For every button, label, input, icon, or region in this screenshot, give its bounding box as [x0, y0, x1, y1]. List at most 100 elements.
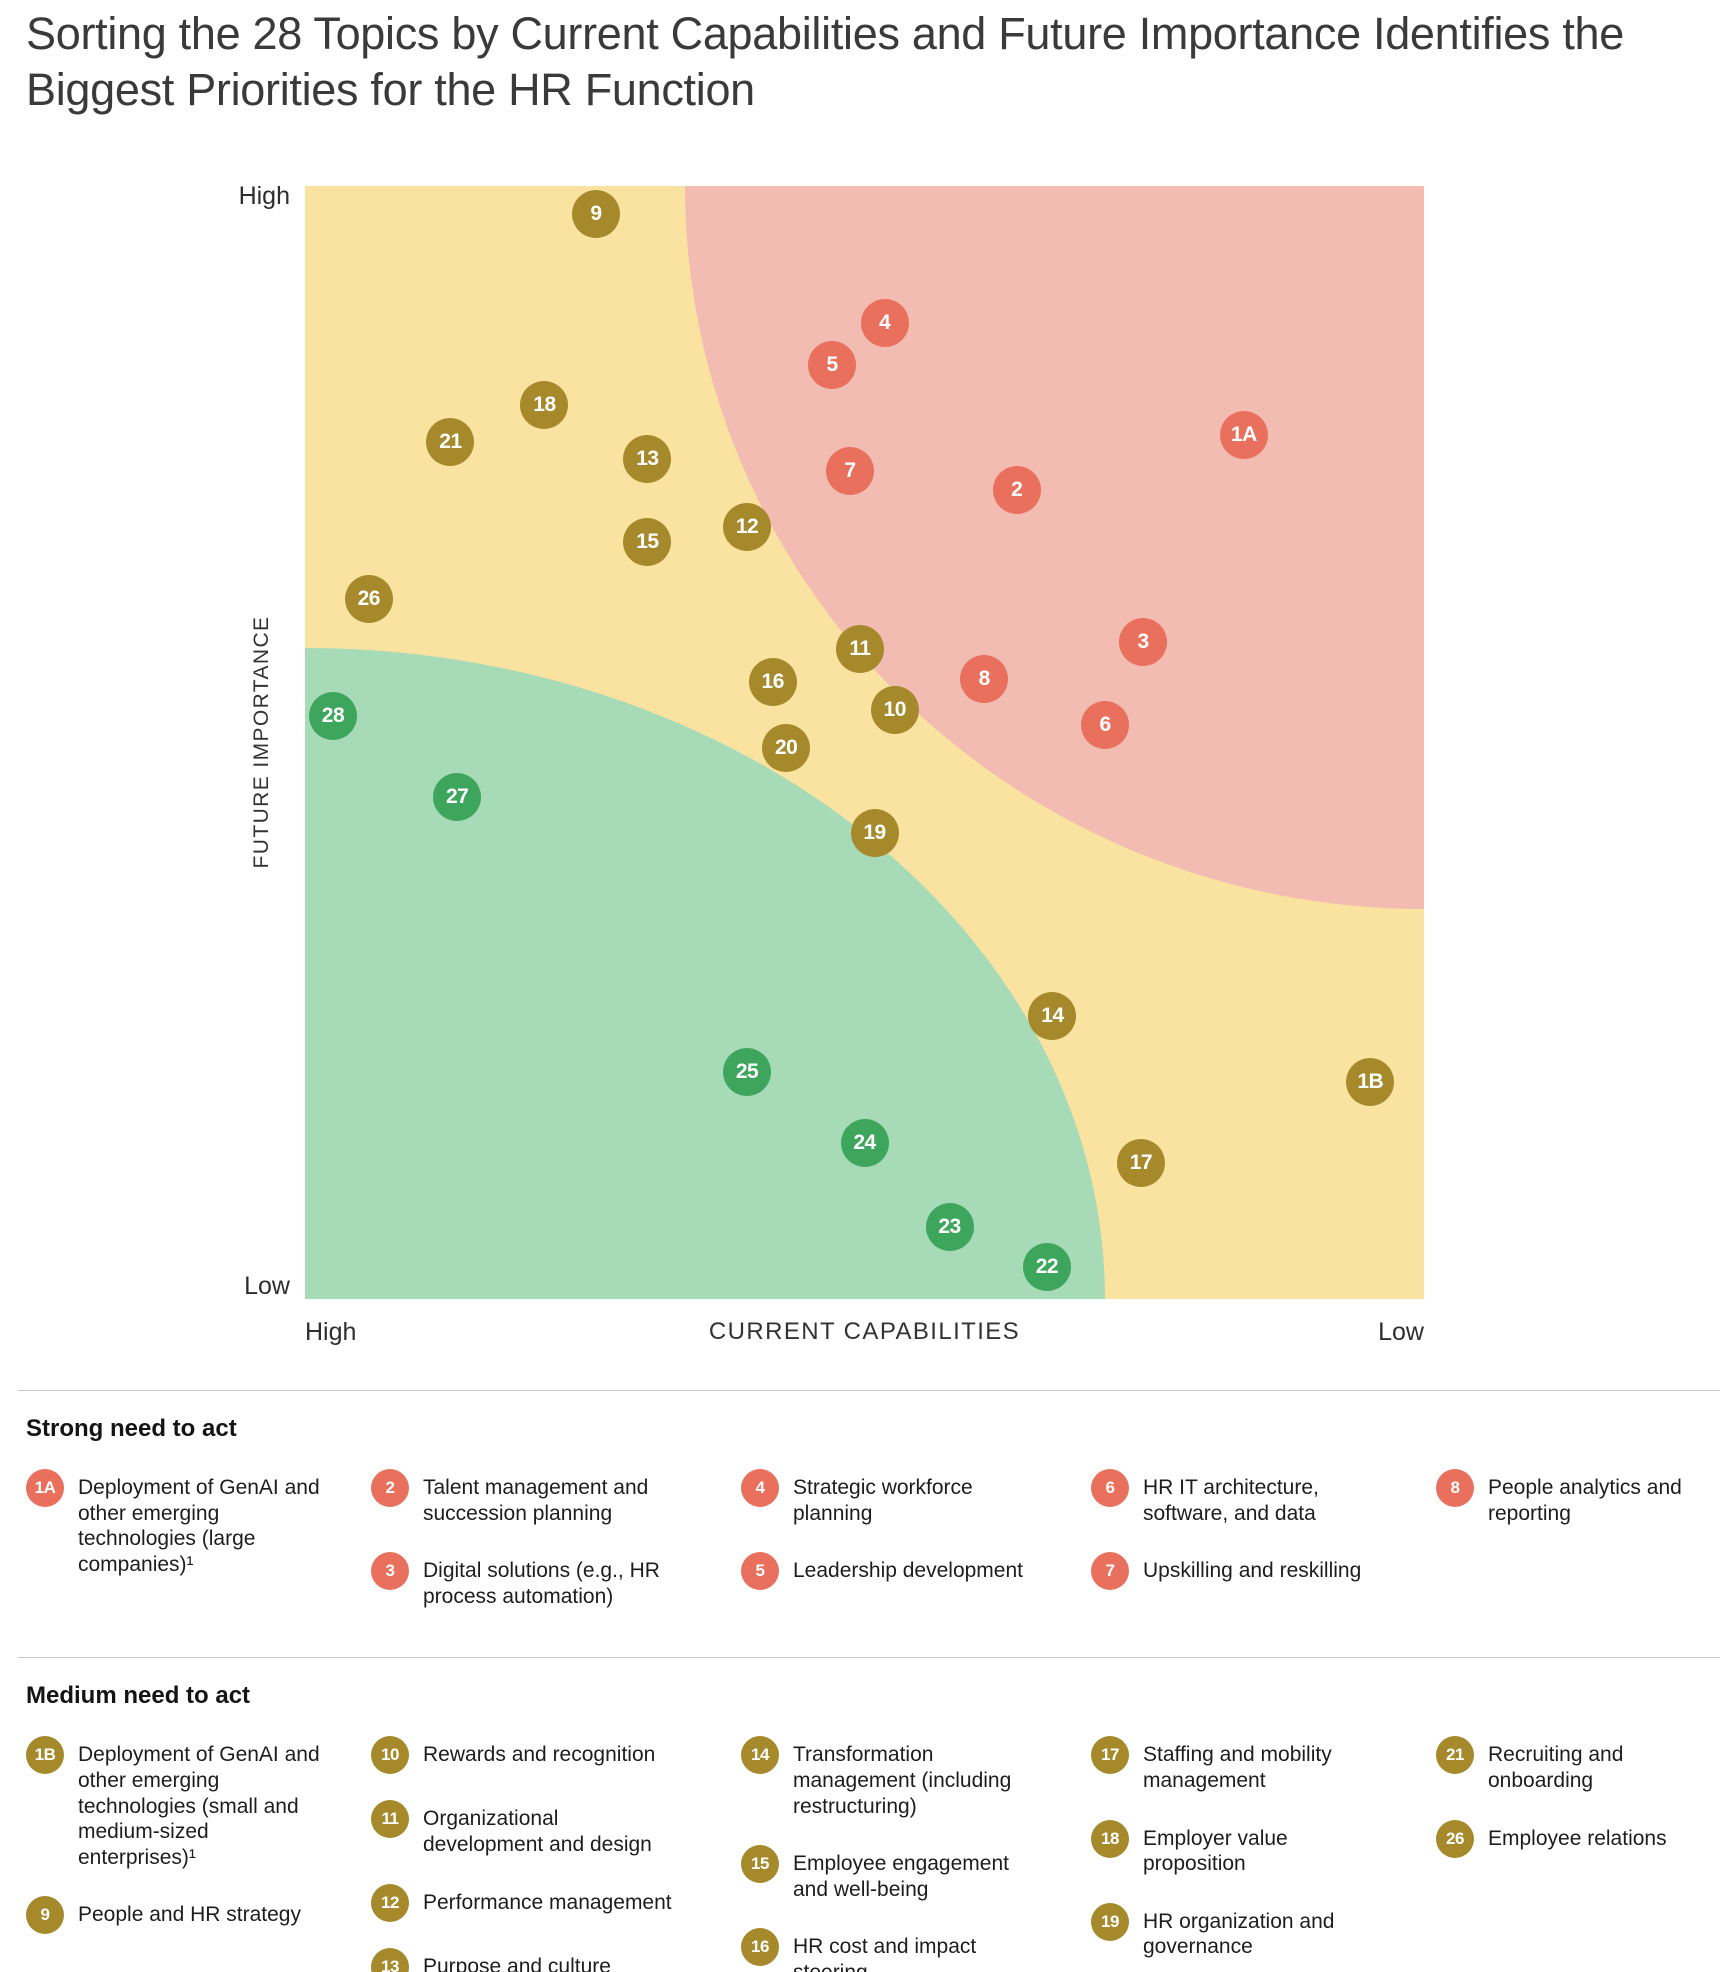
bubble-5: 5	[808, 341, 857, 390]
x-axis-low-tick: Low	[1378, 1318, 1424, 1346]
page-title: Sorting the 28 Topics by Current Capabil…	[26, 8, 1624, 115]
bubble-19: 19	[850, 808, 899, 857]
legend-item-label: Organizational development and design	[423, 1807, 652, 1857]
legend-number-badge: 12	[371, 1883, 409, 1922]
legend-section-strong: Strong need to act 1A Deployment of GenAI …	[18, 1390, 1720, 1657]
legend-item-21: 21 Recruiting and onboarding	[1436, 1736, 1720, 1793]
legend-item-7: 7 Upskilling and reskilling	[1091, 1552, 1436, 1591]
legend-number-badge: 18	[1091, 1819, 1129, 1858]
legend-item-1B: 1B Deployment of GenAI and other emerging…	[26, 1736, 371, 1870]
y-axis-title: FUTURE IMPORTANCE	[250, 615, 273, 869]
legend-column: 1B Deployment of GenAI and other emerging…	[26, 1736, 371, 1960]
bubble-6: 6	[1081, 700, 1130, 749]
legend-heading-strong: Strong need to act	[26, 1415, 237, 1442]
legend-item-label: Staffing and mobility management	[1143, 1743, 1332, 1793]
legend-item-label: Transformation management (including res…	[793, 1743, 1012, 1818]
bubble-14: 14	[1028, 992, 1077, 1041]
legend-item-label: People and HR strategy	[78, 1903, 301, 1927]
legend-grid-strong: 1A Deployment of GenAI and other emerging…	[26, 1469, 1720, 1635]
legend-column: 21 Recruiting and onboarding 26 Employee re…	[1436, 1736, 1720, 1883]
bubble-16: 16	[748, 658, 797, 707]
legend-item-14: 14 Transformation management (including r…	[741, 1736, 1091, 1819]
bubble-28: 28	[308, 691, 357, 740]
y-axis-high-tick: High	[238, 182, 290, 210]
y-axis-low-tick: Low	[244, 1272, 290, 1300]
bubble-2: 2	[992, 465, 1041, 514]
legend-item-2: 2 Talent management and succession planni…	[371, 1469, 741, 1526]
legend-column: 2 Talent management and succession planni…	[371, 1469, 741, 1635]
legend-item-18: 18 Employer value proposition	[1091, 1819, 1436, 1877]
bubble-27: 27	[433, 773, 482, 822]
legend-item-label: Digital solutions (e.g., HR process auto…	[423, 1559, 660, 1608]
bubble-24: 24	[840, 1119, 889, 1168]
legend-number-badge: 7	[1091, 1552, 1129, 1591]
legend-number-badge: 16	[741, 1928, 779, 1967]
legend-number-badge: 1A	[26, 1469, 64, 1507]
legend-item-10: 10 Rewards and recognition	[371, 1736, 741, 1775]
legend-number-badge: 10	[371, 1736, 409, 1775]
legend-item-label: Purpose and culture activation	[423, 1954, 611, 1972]
legend-item-15: 15 Employee engagement and well-being	[741, 1845, 1091, 1902]
legend-number-badge: 13	[371, 1947, 409, 1972]
bubble-23: 23	[925, 1202, 974, 1251]
legend-column: 17 Staffing and mobility management 18 Empl…	[1091, 1736, 1436, 1972]
x-axis-title: CURRENT CAPABILITIES	[708, 1318, 1021, 1345]
legend-number-badge: 21	[1436, 1736, 1474, 1775]
legend-item-label: Talent management and succession plannin…	[423, 1476, 649, 1525]
legend-number-badge: 2	[371, 1469, 409, 1507]
bubble-18: 18	[520, 381, 569, 430]
legend-item-label: Deployment of GenAI and other emerging t…	[78, 1476, 320, 1576]
legend-item-label: Upskilling and reskilling	[1143, 1559, 1362, 1583]
legend-item-6: 6 HR IT architecture, software, and data	[1091, 1469, 1436, 1526]
legend-number-badge: 5	[741, 1552, 779, 1591]
legend-number-badge: 1B	[26, 1736, 64, 1775]
legend-item-label: HR organization and governance	[1143, 1909, 1335, 1959]
bubble-1A: 1A	[1219, 411, 1268, 460]
legend-number-badge: 17	[1091, 1736, 1129, 1775]
bubble-26: 26	[344, 574, 393, 623]
legend-number-badge: 14	[741, 1736, 779, 1775]
bubble-25: 25	[723, 1047, 771, 1096]
legend-grid-medium: 1B Deployment of GenAI and other emerging…	[26, 1736, 1720, 1972]
legend-item-label: Recruiting and onboarding	[1488, 1743, 1624, 1793]
legend-column: 6 HR IT architecture, software, and data 7…	[1091, 1469, 1436, 1616]
legend-item-5: 5 Leadership development	[741, 1552, 1091, 1591]
legend-number-badge: 6	[1091, 1469, 1129, 1507]
legend-item-1A: 1A Deployment of GenAI and other emerging…	[26, 1469, 371, 1577]
legend-item-17: 17 Staffing and mobility management	[1091, 1736, 1436, 1793]
legend-number-badge: 9	[26, 1896, 64, 1935]
legend-item-label: HR IT architecture, software, and data	[1143, 1476, 1319, 1525]
x-axis-high-tick: High	[305, 1318, 357, 1346]
legend-item-19: 19 HR organization and governance	[1091, 1902, 1436, 1960]
legend-number-badge: 15	[741, 1845, 779, 1884]
bubble-7: 7	[825, 446, 874, 495]
legend-item-label: Employer value proposition	[1143, 1826, 1288, 1876]
legend-number-badge: 11	[371, 1800, 409, 1839]
legend-column: 1A Deployment of GenAI and other emerging…	[26, 1469, 371, 1603]
legend-item-12: 12 Performance management	[371, 1883, 741, 1922]
bubble-17: 17	[1116, 1139, 1165, 1188]
legend-item-11: 11 Organizational development and design	[371, 1800, 741, 1857]
bubble-11: 11	[836, 625, 885, 673]
legend-number-badge: 19	[1091, 1902, 1129, 1941]
legend-item-13: 13 Purpose and culture activation	[371, 1947, 741, 1972]
bubble-1B: 1B	[1346, 1057, 1395, 1106]
legend-number-badge: 26	[1436, 1819, 1474, 1858]
legend-column: 8 People analytics and reporting	[1436, 1469, 1720, 1552]
bubble-8: 8	[960, 655, 1009, 704]
legend-item-label: Employee relations	[1488, 1826, 1667, 1850]
legend-item-3: 3 Digital solutions (e.g., HR process aut…	[371, 1552, 741, 1609]
legend-column: 10 Rewards and recognition 11 Organizationa…	[371, 1736, 741, 1972]
legend-item-26: 26 Employee relations	[1436, 1819, 1720, 1858]
legend-item-label: Performance management	[423, 1890, 672, 1914]
legend-item-label: Rewards and recognition	[423, 1743, 656, 1767]
legend-item-label: Leadership development	[793, 1559, 1023, 1583]
legend-item-4: 4 Strategic workforce planning	[741, 1469, 1091, 1526]
legend-heading-medium: Medium need to act	[26, 1682, 251, 1710]
bubble-15: 15	[623, 518, 672, 567]
legend-column: 4 Strategic workforce planning 5 Leadership…	[741, 1469, 1091, 1616]
bubble-12: 12	[723, 502, 771, 551]
legend-column: 14 Transformation management (including r…	[741, 1736, 1091, 1972]
bubble-13: 13	[623, 434, 672, 483]
legend-section-medium: Medium need to act 1B Deployment of GenAI …	[18, 1657, 1720, 1972]
